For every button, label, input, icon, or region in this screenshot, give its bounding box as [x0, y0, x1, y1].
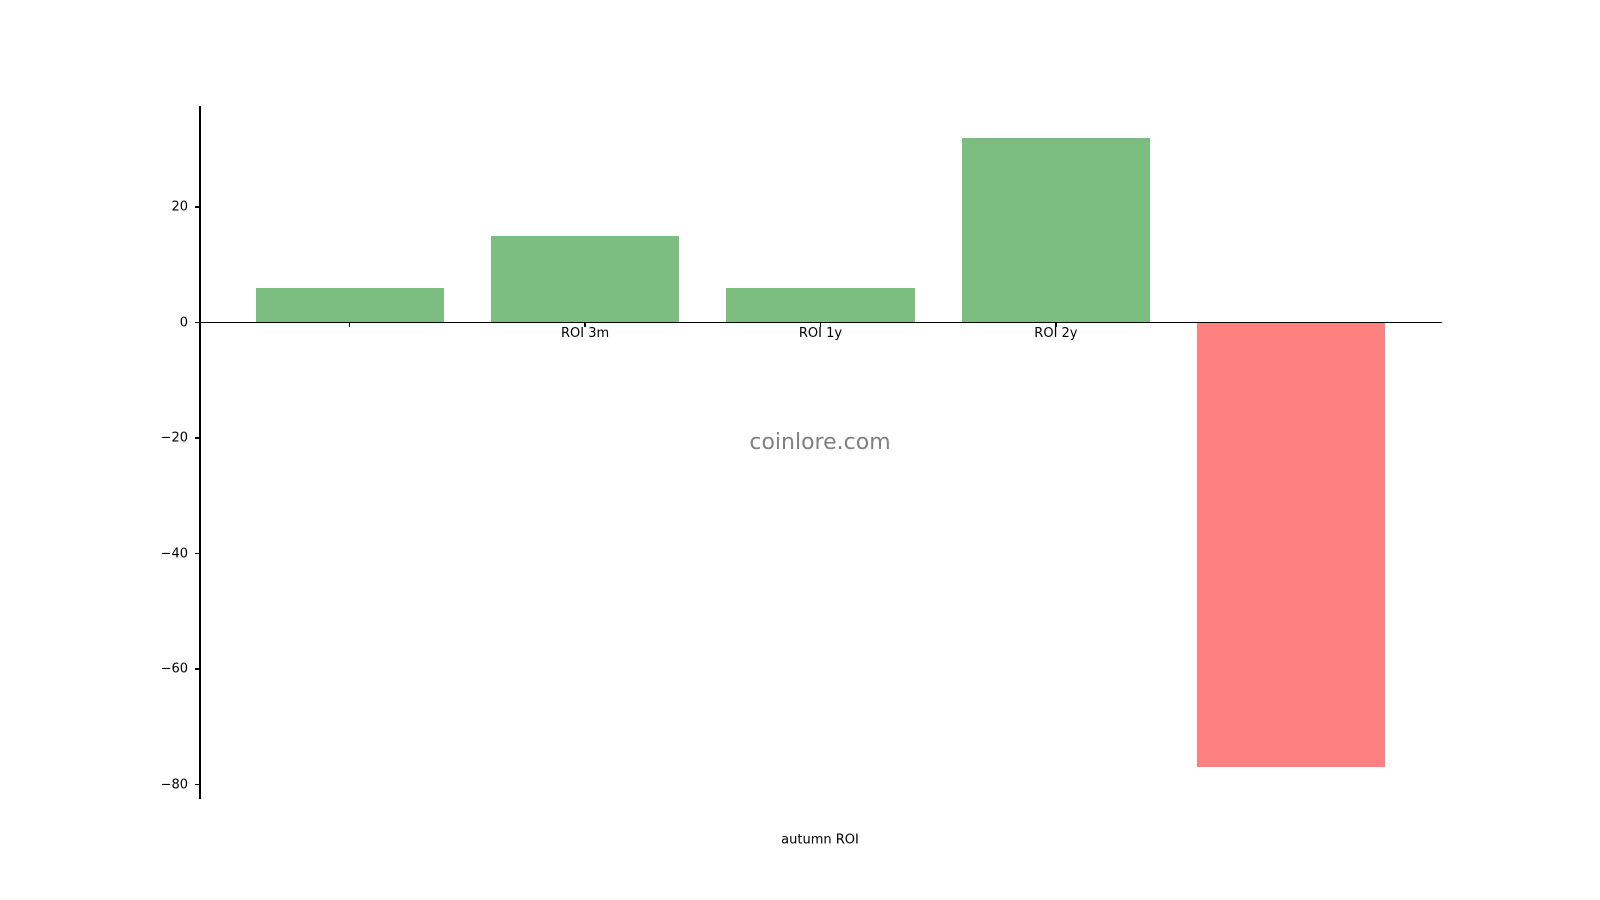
y-tick-label: 20 [171, 199, 188, 215]
bar-roi-3m [490, 235, 680, 323]
x-tick-label: ROI 1y [798, 325, 843, 341]
y-axis-spine [199, 106, 201, 799]
x-tick [584, 322, 586, 327]
watermark: coinlore.com [749, 430, 891, 455]
bar-roi-1y [726, 287, 915, 323]
bar-category-1 [255, 287, 444, 323]
x-tick [349, 322, 351, 327]
y-tick-label: −20 [160, 430, 188, 446]
y-tick [195, 321, 199, 324]
y-tick-label: −60 [160, 661, 188, 677]
x-axis-zero-line [199, 321, 1442, 324]
bar-roi-2y [961, 137, 1151, 323]
y-tick [195, 668, 199, 670]
x-axis-title: autumn ROI [781, 832, 859, 848]
y-tick-label: 0 [179, 315, 188, 331]
x-tick [1055, 322, 1057, 327]
x-tick [819, 322, 822, 327]
x-tick-label: ROI 3m [560, 325, 610, 341]
x-tick-label: ROI 2y [1034, 325, 1078, 341]
y-tick [195, 552, 199, 555]
y-tick [195, 437, 199, 439]
y-tick-label: −40 [160, 546, 188, 562]
bar-category-5 [1197, 322, 1386, 768]
y-tick [195, 783, 199, 786]
y-tick [195, 206, 199, 208]
y-tick-label: −80 [160, 777, 188, 793]
